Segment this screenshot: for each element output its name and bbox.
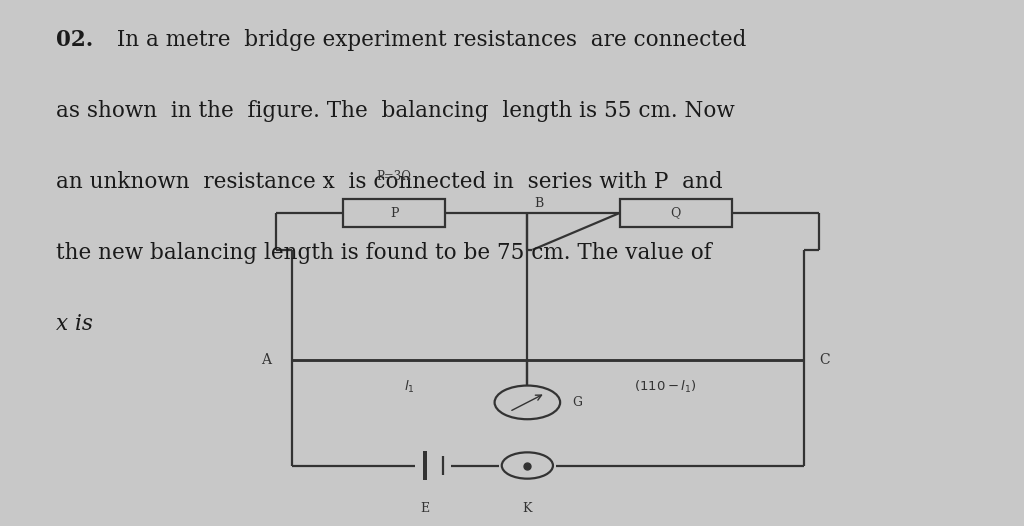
Text: an unknown  resistance x  is connected in  series with P  and: an unknown resistance x is connected in … <box>56 171 723 193</box>
Text: E: E <box>421 502 429 515</box>
Text: as shown  in the  figure. The  balancing  length is 55 cm. Now: as shown in the figure. The balancing le… <box>56 100 735 122</box>
Text: P=3Ω: P=3Ω <box>377 170 412 183</box>
Text: G: G <box>572 396 583 409</box>
Text: In a metre  bridge experiment resistances  are connected: In a metre bridge experiment resistances… <box>110 29 745 51</box>
Text: B: B <box>535 197 544 210</box>
Text: $l_1$: $l_1$ <box>404 379 415 395</box>
Text: P: P <box>390 207 398 219</box>
Text: K: K <box>522 502 532 515</box>
Text: Q: Q <box>671 207 681 219</box>
Text: $(110-l_1)$: $(110-l_1)$ <box>634 379 697 395</box>
Bar <box>620 198 732 227</box>
Text: C: C <box>819 353 829 367</box>
Text: A: A <box>261 353 271 367</box>
Text: the new balancing length is found to be 75 cm. The value of: the new balancing length is found to be … <box>56 242 712 264</box>
Bar <box>343 198 445 227</box>
Text: 02.: 02. <box>56 29 93 51</box>
Text: x is: x is <box>56 313 93 335</box>
Circle shape <box>502 452 553 479</box>
Circle shape <box>495 386 560 419</box>
